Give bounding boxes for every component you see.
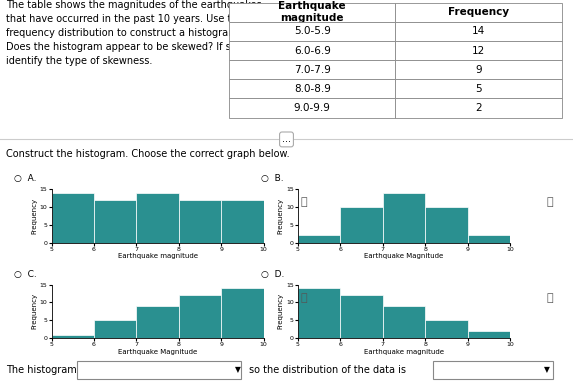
Text: The histogram: The histogram bbox=[6, 364, 76, 375]
Bar bbox=[52, 193, 94, 243]
Text: Construct the histogram. Choose the correct graph below.: Construct the histogram. Choose the corr… bbox=[6, 149, 289, 159]
Text: ○  D.: ○ D. bbox=[261, 270, 284, 279]
Text: ⌕: ⌕ bbox=[300, 293, 307, 303]
Text: ▼: ▼ bbox=[235, 365, 241, 374]
Bar bbox=[136, 193, 179, 243]
Bar bbox=[383, 306, 425, 338]
Bar bbox=[52, 335, 94, 338]
Bar bbox=[94, 200, 136, 243]
Bar bbox=[383, 193, 425, 243]
Bar bbox=[136, 306, 179, 338]
X-axis label: Earthquake Magnitude: Earthquake Magnitude bbox=[118, 349, 197, 354]
Bar bbox=[298, 288, 340, 338]
Text: ⌕: ⌕ bbox=[300, 197, 307, 207]
FancyBboxPatch shape bbox=[433, 361, 553, 379]
Bar bbox=[340, 295, 383, 338]
Text: ⌕: ⌕ bbox=[547, 197, 554, 207]
Bar bbox=[425, 320, 468, 338]
FancyBboxPatch shape bbox=[77, 361, 241, 379]
Text: ⌕: ⌕ bbox=[547, 293, 554, 303]
X-axis label: Earthquake magnitude: Earthquake magnitude bbox=[364, 349, 444, 354]
Text: ▼: ▼ bbox=[544, 365, 550, 374]
Y-axis label: Frequency: Frequency bbox=[277, 293, 283, 329]
Bar bbox=[221, 200, 264, 243]
Bar bbox=[221, 288, 264, 338]
Bar bbox=[179, 200, 221, 243]
Text: ...: ... bbox=[282, 134, 291, 144]
Text: ○  A.: ○ A. bbox=[14, 174, 37, 183]
Bar bbox=[468, 235, 510, 243]
Y-axis label: Frequency: Frequency bbox=[31, 198, 37, 234]
Text: ○  C.: ○ C. bbox=[14, 270, 37, 279]
X-axis label: Earthquake Magnitude: Earthquake Magnitude bbox=[364, 253, 444, 259]
Bar bbox=[468, 331, 510, 338]
Bar bbox=[340, 207, 383, 243]
Bar bbox=[94, 320, 136, 338]
Bar bbox=[425, 207, 468, 243]
Text: so the distribution of the data is: so the distribution of the data is bbox=[249, 364, 406, 375]
Y-axis label: Frequency: Frequency bbox=[277, 198, 283, 234]
Bar bbox=[298, 235, 340, 243]
Text: The table shows the magnitudes of the earthquakes
that have occurred in the past: The table shows the magnitudes of the ea… bbox=[6, 0, 261, 66]
Text: ○  B.: ○ B. bbox=[261, 174, 283, 183]
Bar bbox=[179, 295, 221, 338]
X-axis label: Earthquake magnitude: Earthquake magnitude bbox=[117, 253, 198, 259]
Y-axis label: Frequency: Frequency bbox=[31, 293, 37, 329]
